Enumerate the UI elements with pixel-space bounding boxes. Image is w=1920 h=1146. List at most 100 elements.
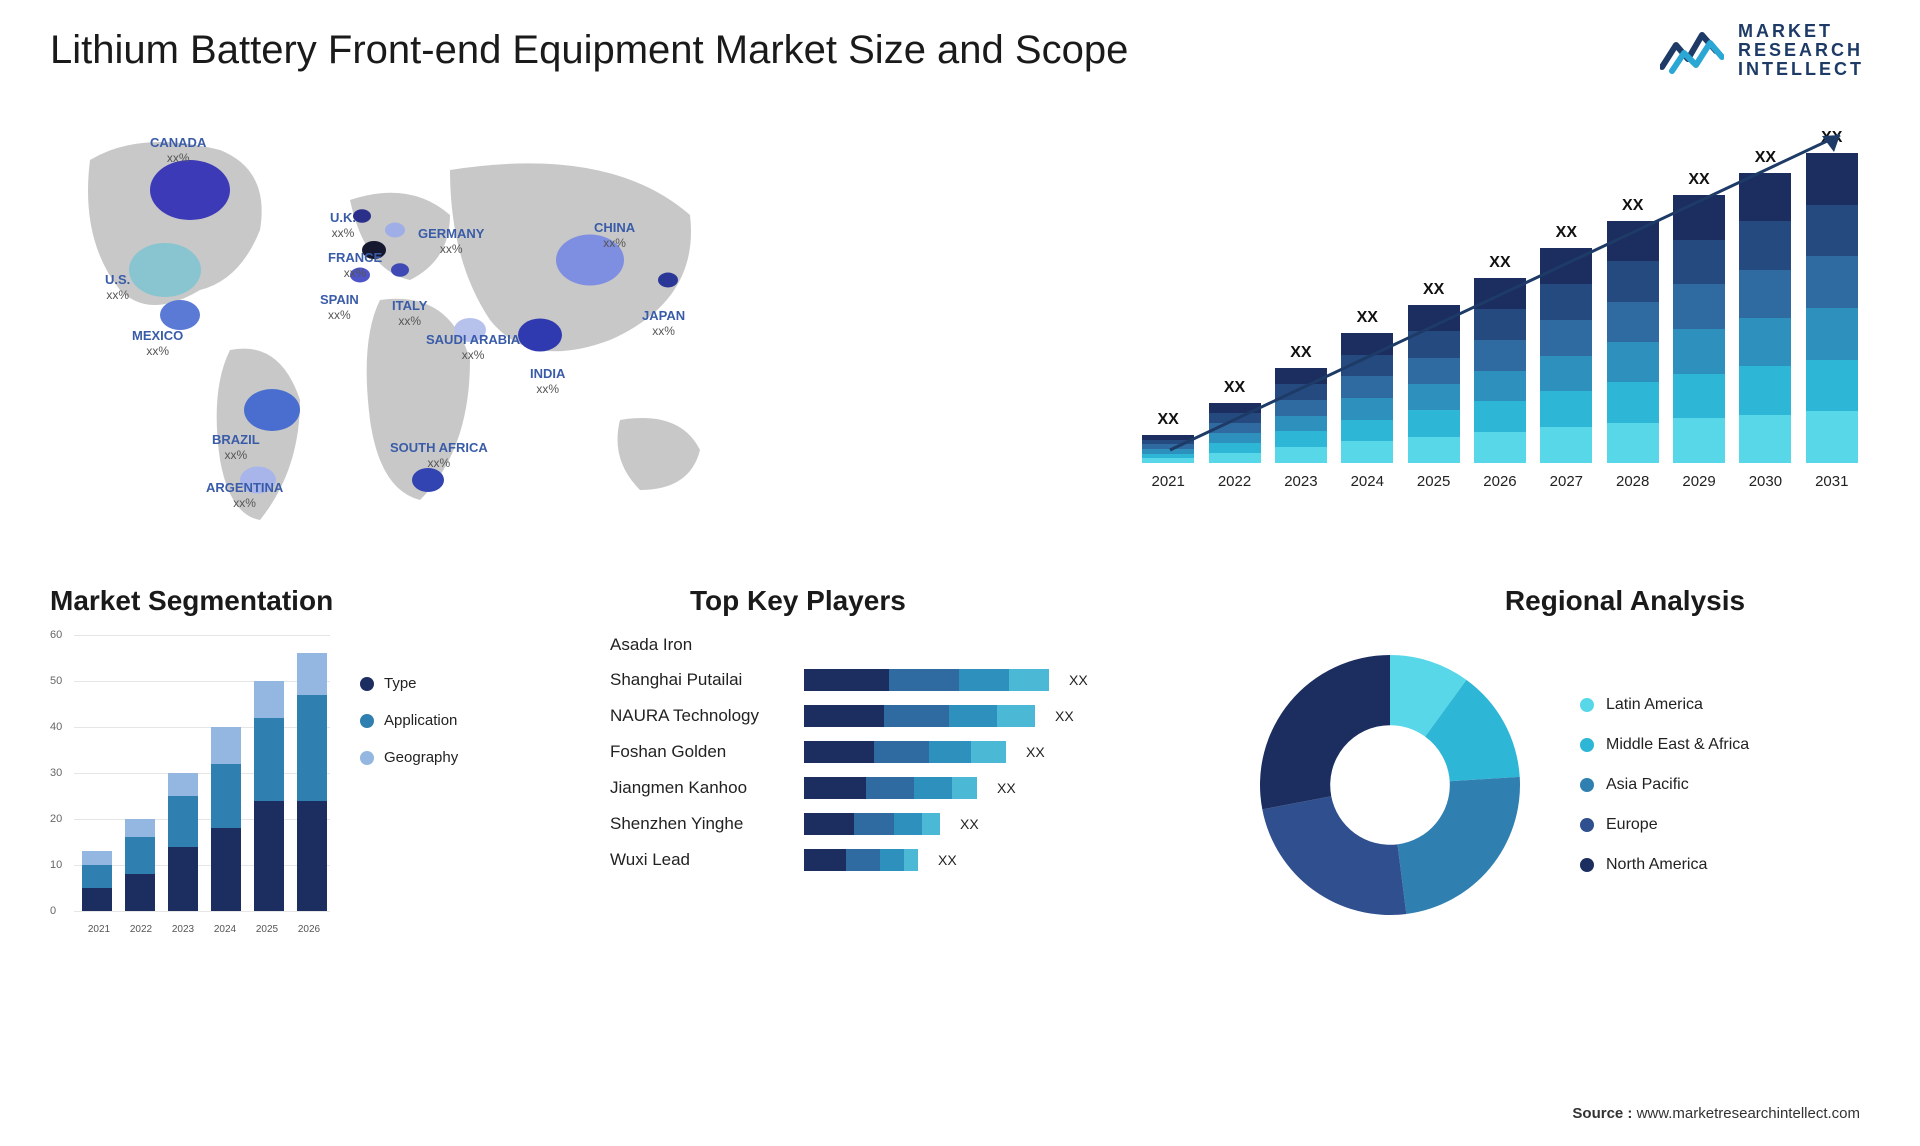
seg-bar-2023 bbox=[164, 773, 201, 911]
growth-bar-segment bbox=[1806, 360, 1858, 412]
growth-bar-segment bbox=[1275, 447, 1327, 463]
seg-gridline bbox=[74, 911, 330, 912]
seg-ytick: 10 bbox=[50, 859, 62, 871]
player-row: Wuxi LeadXX bbox=[610, 849, 1090, 871]
map-label-india: INDIAxx% bbox=[530, 366, 565, 396]
legend-dot-icon bbox=[1580, 698, 1594, 712]
legend-dot-icon bbox=[1580, 778, 1594, 792]
seg-segment bbox=[297, 695, 327, 801]
players-list: Asada IronShanghai PutailaiXXNAURA Techn… bbox=[610, 635, 1090, 871]
seg-bar-2021 bbox=[78, 851, 115, 911]
player-bar-segment bbox=[949, 705, 997, 727]
growth-bar-segment bbox=[1408, 331, 1460, 357]
logo-line3: INTELLECT bbox=[1738, 60, 1864, 79]
player-row: Shanghai PutailaiXX bbox=[610, 669, 1090, 691]
growth-bar-segment bbox=[1607, 221, 1659, 261]
growth-bar-segment bbox=[1275, 368, 1327, 384]
growth-bar-segment bbox=[1540, 284, 1592, 320]
player-bar-segment bbox=[884, 705, 949, 727]
map-label-italy: ITALYxx% bbox=[392, 298, 427, 328]
growth-bar-segment bbox=[1540, 391, 1592, 427]
seg-bars bbox=[78, 635, 330, 911]
growth-bar-segment bbox=[1275, 384, 1327, 400]
growth-bar-segment bbox=[1673, 418, 1725, 463]
seg-xlabel: 2021 bbox=[88, 924, 110, 935]
market-segmentation: Market Segmentation 01020304050602021202… bbox=[50, 585, 550, 935]
growth-bar-segment bbox=[1474, 401, 1526, 432]
page-title: Lithium Battery Front-end Equipment Mark… bbox=[50, 28, 1128, 73]
seg-xlabel: 2026 bbox=[298, 924, 320, 935]
regional-legend: Latin AmericaMiddle East & AfricaAsia Pa… bbox=[1580, 696, 1749, 874]
map-label-u-k-: U.K.xx% bbox=[330, 210, 356, 240]
map-label-mexico: MEXICOxx% bbox=[132, 328, 183, 358]
seg-segment bbox=[254, 681, 284, 718]
growth-bar-segment bbox=[1142, 458, 1194, 463]
source-url: www.marketresearchintellect.com bbox=[1637, 1105, 1860, 1122]
growth-bar-value-label: XX bbox=[1622, 197, 1643, 215]
player-row: Shenzhen YingheXX bbox=[610, 813, 1090, 835]
growth-bar-segment bbox=[1540, 356, 1592, 392]
seg-bar-2025 bbox=[250, 681, 287, 911]
segmentation-title: Market Segmentation bbox=[50, 585, 550, 617]
seg-ytick: 50 bbox=[50, 675, 62, 687]
region-legend-label: North America bbox=[1606, 856, 1707, 874]
map-label-saudi-arabia: SAUDI ARABIAxx% bbox=[426, 332, 520, 362]
growth-bar-stack bbox=[1739, 173, 1791, 463]
growth-bar-stack bbox=[1341, 333, 1393, 463]
growth-bar-stack bbox=[1474, 278, 1526, 463]
seg-segment bbox=[297, 801, 327, 911]
growth-bar-year-label: 2026 bbox=[1483, 473, 1516, 490]
player-bar-segment bbox=[922, 813, 940, 835]
seg-bar-2026 bbox=[293, 653, 330, 911]
growth-bar-segment bbox=[1673, 195, 1725, 240]
growth-bar-stack bbox=[1673, 195, 1725, 463]
seg-xlabel: 2023 bbox=[172, 924, 194, 935]
donut-slice bbox=[1397, 777, 1520, 914]
growth-bar-segment bbox=[1408, 305, 1460, 331]
player-bar-segment bbox=[904, 849, 918, 871]
growth-bar-2026: XX2026 bbox=[1472, 254, 1528, 490]
growth-bar-segment bbox=[1673, 240, 1725, 285]
seg-legend-item: Type bbox=[360, 675, 458, 692]
growth-bar-stack bbox=[1607, 221, 1659, 463]
region-legend-item: Asia Pacific bbox=[1580, 776, 1749, 794]
legend-dot-icon bbox=[1580, 818, 1594, 832]
seg-legend-item: Application bbox=[360, 712, 458, 729]
growth-bar-segment bbox=[1209, 433, 1261, 443]
legend-dot-icon bbox=[360, 751, 374, 765]
growth-bar-year-label: 2023 bbox=[1284, 473, 1317, 490]
growth-bar-segment bbox=[1408, 437, 1460, 463]
regional-title: Regional Analysis bbox=[1390, 585, 1860, 617]
player-row: Jiangmen KanhooXX bbox=[610, 777, 1090, 799]
growth-bar-value-label: XX bbox=[1158, 411, 1179, 429]
growth-bar-2028: XX2028 bbox=[1605, 197, 1661, 490]
source-line: Source : www.marketresearchintellect.com bbox=[1572, 1105, 1860, 1122]
regional-analysis: Regional Analysis Latin AmericaMiddle Ea… bbox=[1240, 585, 1860, 935]
player-row: Asada Iron bbox=[610, 635, 1090, 655]
logo-text: MARKET RESEARCH INTELLECT bbox=[1738, 22, 1864, 79]
region-legend-item: North America bbox=[1580, 856, 1749, 874]
growth-bar-segment bbox=[1408, 358, 1460, 384]
player-bar-segment bbox=[804, 813, 854, 835]
growth-bar-segment bbox=[1209, 443, 1261, 453]
player-bar-segment bbox=[866, 777, 914, 799]
player-bar-segment bbox=[971, 741, 1006, 763]
growth-bar-year-label: 2027 bbox=[1550, 473, 1583, 490]
growth-bar-segment bbox=[1739, 173, 1791, 221]
player-value-label: XX bbox=[997, 780, 1016, 796]
region-legend-label: Latin America bbox=[1606, 696, 1703, 714]
growth-bar-year-label: 2021 bbox=[1151, 473, 1184, 490]
logo-mark-icon bbox=[1660, 25, 1724, 75]
growth-bar-value-label: XX bbox=[1224, 379, 1245, 397]
seg-ytick: 20 bbox=[50, 813, 62, 825]
player-bar-segment bbox=[929, 741, 971, 763]
legend-dot-icon bbox=[360, 677, 374, 691]
growth-bar-value-label: XX bbox=[1821, 129, 1842, 147]
seg-ytick: 60 bbox=[50, 629, 62, 641]
growth-bar-segment bbox=[1739, 318, 1791, 366]
seg-segment bbox=[211, 727, 241, 764]
player-value-label: XX bbox=[1055, 708, 1074, 724]
map-label-spain: SPAINxx% bbox=[320, 292, 359, 322]
growth-bar-segment bbox=[1673, 284, 1725, 329]
growth-bar-segment bbox=[1739, 415, 1791, 463]
